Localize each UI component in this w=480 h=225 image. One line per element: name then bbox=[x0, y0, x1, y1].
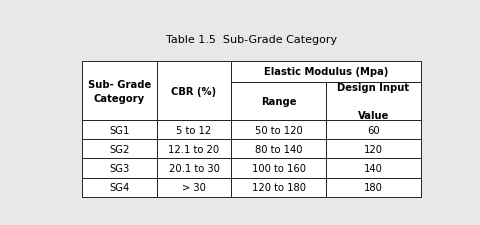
Text: SG3: SG3 bbox=[109, 163, 130, 173]
Bar bbox=[326, 159, 421, 178]
Text: 80 to 140: 80 to 140 bbox=[255, 144, 302, 154]
Bar bbox=[83, 140, 157, 159]
Bar bbox=[231, 121, 326, 140]
Text: Sub- Grade
Category: Sub- Grade Category bbox=[88, 79, 151, 103]
Text: 60: 60 bbox=[367, 125, 380, 135]
Bar bbox=[83, 121, 157, 140]
Bar bbox=[83, 159, 157, 178]
Bar bbox=[157, 62, 231, 121]
Bar bbox=[326, 82, 421, 121]
Text: CBR (%): CBR (%) bbox=[171, 86, 216, 96]
Text: 140: 140 bbox=[364, 163, 383, 173]
Text: 12.1 to 20: 12.1 to 20 bbox=[168, 144, 219, 154]
Bar bbox=[83, 62, 157, 121]
Bar bbox=[326, 121, 421, 140]
Bar bbox=[157, 140, 231, 159]
Text: 5 to 12: 5 to 12 bbox=[177, 125, 212, 135]
Bar bbox=[326, 140, 421, 159]
Bar bbox=[231, 178, 326, 197]
Bar bbox=[157, 178, 231, 197]
Bar bbox=[231, 82, 326, 121]
Bar bbox=[231, 159, 326, 178]
Text: 120 to 180: 120 to 180 bbox=[252, 182, 306, 192]
Bar bbox=[157, 121, 231, 140]
Text: Table 1.5  Sub-Grade Category: Table 1.5 Sub-Grade Category bbox=[166, 34, 337, 44]
Text: > 30: > 30 bbox=[182, 182, 206, 192]
Text: Design Input

Value: Design Input Value bbox=[337, 83, 409, 120]
Bar bbox=[326, 178, 421, 197]
Bar bbox=[83, 178, 157, 197]
Text: Elastic Modulus (Mpa): Elastic Modulus (Mpa) bbox=[264, 67, 388, 77]
Bar bbox=[231, 62, 421, 82]
Text: 50 to 120: 50 to 120 bbox=[255, 125, 302, 135]
Text: Range: Range bbox=[261, 97, 297, 106]
Bar bbox=[231, 140, 326, 159]
Text: SG4: SG4 bbox=[109, 182, 130, 192]
Text: 120: 120 bbox=[364, 144, 383, 154]
Text: SG2: SG2 bbox=[109, 144, 130, 154]
Text: 20.1 to 30: 20.1 to 30 bbox=[168, 163, 219, 173]
Bar bbox=[157, 159, 231, 178]
Text: 180: 180 bbox=[364, 182, 383, 192]
Text: SG1: SG1 bbox=[109, 125, 130, 135]
Text: 100 to 160: 100 to 160 bbox=[252, 163, 306, 173]
